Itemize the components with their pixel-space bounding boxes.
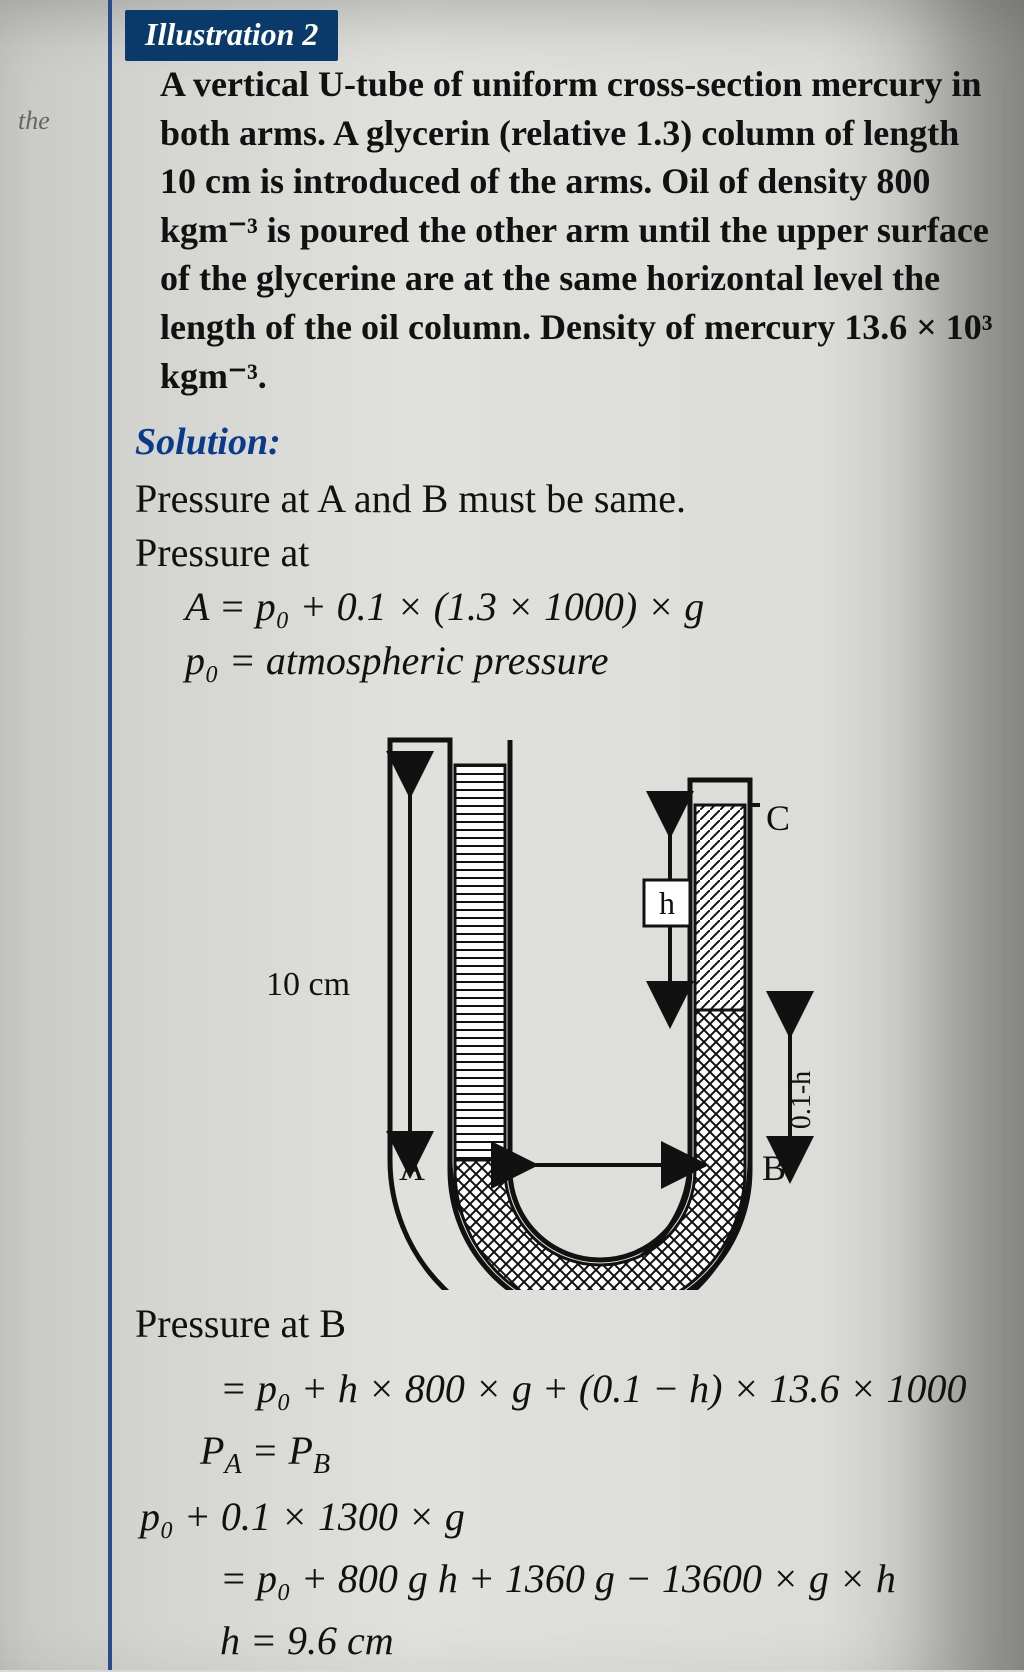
solution-line: Pressure at A and B must be same. <box>135 472 994 526</box>
label-h: h <box>659 885 675 921</box>
equation-p0: p₀ = atmospheric pressure <box>185 634 994 688</box>
label-A: A <box>399 1148 425 1188</box>
u-tube-diagram: 10 cm <box>260 730 820 1290</box>
solution-body: Pressure at A and B must be same. Pressu… <box>135 472 994 688</box>
page: the Illustration 2 A vertical U-tube of … <box>0 0 1024 1670</box>
illustration-badge: Illustration 2 <box>125 10 338 61</box>
eqn-line: p₀ + 0.1 × 1300 × g <box>140 1486 1004 1548</box>
label-10cm: 10 cm <box>266 966 350 1004</box>
eqn-line: h = 9.6 cm <box>220 1610 1004 1672</box>
solution-line: Pressure at <box>135 526 994 580</box>
eqn-line: = p₀ + h × 800 × g + (0.1 − h) × 13.6 × … <box>220 1358 1004 1420</box>
u-tube-svg: h 0.1-h C A B <box>260 730 820 1290</box>
equation-A: A = p₀ + 0.1 × (1.3 × 1000) × g <box>185 580 994 634</box>
label-B: B <box>762 1148 786 1188</box>
pressure-b-label: Pressure at B <box>135 1300 346 1347</box>
eqn-line: PA = PB <box>200 1420 1004 1486</box>
label-C: C <box>766 798 790 838</box>
problem-line: A vertical U-tube of uniform cross-secti… <box>160 64 802 104</box>
eqn-line: = p₀ + 800 g h + 1360 g − 13600 × g × h <box>220 1548 1004 1610</box>
left-rule <box>108 0 112 1670</box>
problem-line: glycerine are at the same horizontal lev… <box>256 258 883 298</box>
problem-text: A vertical U-tube of uniform cross-secti… <box>160 60 994 400</box>
margin-text: the <box>18 106 50 136</box>
label-01h: 0.1-h <box>786 1071 817 1129</box>
solution-heading: Solution: <box>135 420 281 464</box>
equations-block-2: = p₀ + h × 800 × g + (0.1 − h) × 13.6 × … <box>180 1358 1004 1672</box>
